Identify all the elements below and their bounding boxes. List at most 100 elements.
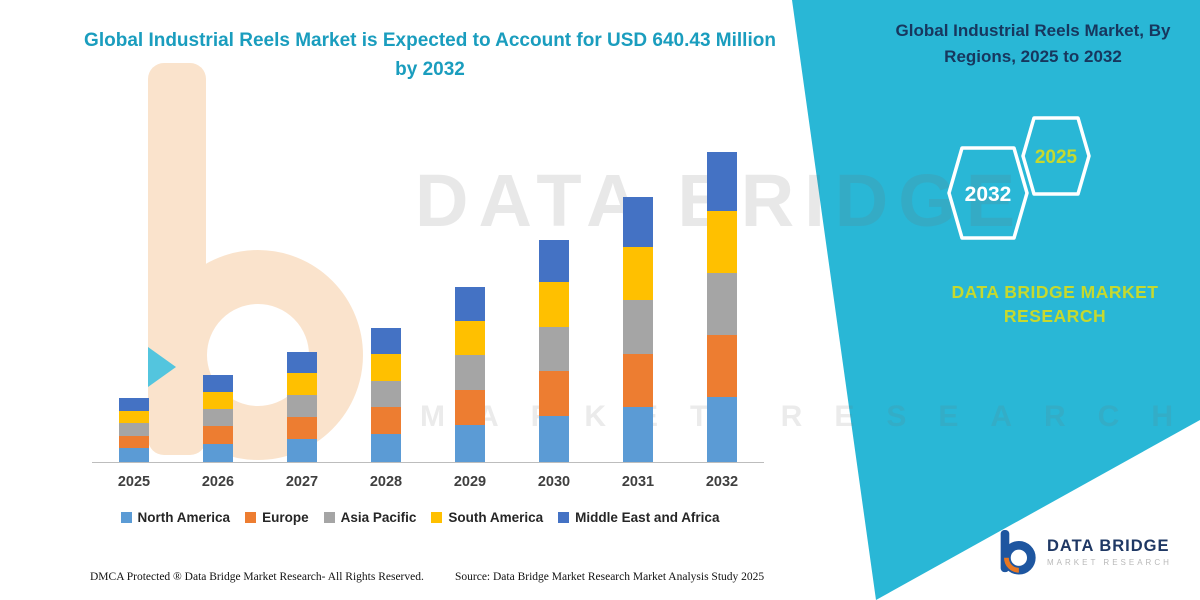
year-label-2027: 2027 (285, 474, 319, 490)
bar-stack-2030 (539, 239, 569, 462)
x-axis-labels: 2025 2026 2027 2028 2029 2030 2031 2032 (92, 474, 764, 490)
bar-column-2027 (260, 150, 344, 462)
bar-segment-north-america (287, 438, 317, 462)
bar-column-2025 (92, 150, 176, 462)
bar-segment-asia-pacific (623, 300, 653, 354)
bar-segment-north-america (539, 415, 569, 462)
bar-segment-north-america (203, 443, 233, 462)
bar-stack-2026 (203, 375, 233, 462)
legend-label: North America (137, 510, 231, 525)
bar-segment-asia-pacific (455, 355, 485, 391)
legend-label: Europe (262, 510, 309, 525)
bar-column-2032 (680, 150, 764, 462)
bar-column-2028 (344, 150, 428, 462)
bar-segment-middle-east-and-africa (287, 352, 317, 374)
bar-segment-asia-pacific (119, 423, 149, 436)
brand-line-2: RESEARCH (1003, 305, 1107, 326)
bar-column-2026 (176, 150, 260, 462)
bar-segment-middle-east-and-africa (371, 328, 401, 355)
legend-swatch-icon (120, 512, 132, 523)
bar-segment-north-america (707, 397, 737, 462)
bar-stack-2028 (371, 328, 401, 462)
logo-name: DATA BRIDGE (1047, 537, 1170, 555)
year-label-2031: 2031 (621, 474, 655, 490)
bar-stack-2029 (455, 286, 485, 462)
bar-segment-europe (119, 435, 149, 449)
legend-swatch-icon (245, 512, 257, 523)
bar-segment-south-america (371, 354, 401, 381)
bar-segment-europe (539, 371, 569, 416)
bar-segment-middle-east-and-africa (455, 286, 485, 321)
bar-segment-south-america (287, 373, 317, 396)
bar-segment-south-america (623, 247, 653, 301)
bar-segment-asia-pacific (371, 380, 401, 408)
logo-text: DATA BRIDGE MARKET RESEARCH (1047, 537, 1172, 567)
bar-segment-europe (371, 407, 401, 434)
hexagon-2025-label: 2025 (1035, 147, 1078, 168)
bar-segment-north-america (455, 425, 485, 462)
legend-item-middle-east-and-africa: Middle East and Africa (558, 510, 719, 525)
bar-segment-asia-pacific (539, 326, 569, 371)
brand-line-1: DATA BRIDGE MARKET (951, 282, 1159, 302)
bar-stack-2031 (623, 196, 653, 462)
bar-column-2031 (596, 150, 680, 462)
bar-segment-europe (623, 353, 653, 407)
bar-segment-south-america (203, 391, 233, 409)
year-label-2032: 2032 (705, 474, 739, 490)
data-bridge-logo-icon (1000, 529, 1036, 575)
year-label-2028: 2028 (369, 474, 403, 490)
bar-segment-middle-east-and-africa (623, 196, 653, 248)
chart-legend: North America Europe Asia Pacific South Ame… (60, 510, 780, 525)
bar-stack-2025 (119, 398, 149, 462)
bar-segment-europe (707, 334, 737, 398)
bar-chart-plot-area (92, 150, 764, 463)
bar-segment-middle-east-and-africa (203, 375, 233, 392)
bar-stack-2032 (707, 151, 737, 462)
legend-swatch-icon (323, 512, 335, 523)
year-label-2026: 2026 (201, 474, 235, 490)
legend-swatch-icon (558, 512, 570, 523)
bar-segment-north-america (623, 406, 653, 462)
bar-segment-south-america (455, 320, 485, 356)
year-label-2025: 2025 (117, 474, 151, 490)
bar-segment-europe (287, 417, 317, 439)
bar-segment-asia-pacific (707, 272, 737, 335)
bar-segment-south-america (539, 282, 569, 327)
bar-segment-south-america (707, 210, 737, 273)
logo-subtitle: MARKET RESEARCH (1047, 558, 1172, 567)
bar-segment-europe (455, 390, 485, 426)
bar-segment-middle-east-and-africa (539, 239, 569, 282)
legend-label: South America (448, 510, 544, 525)
legend-label: Asia Pacific (340, 510, 417, 525)
source-notice: Source: Data Bridge Market Research Mark… (455, 571, 765, 583)
brand-text: DATA BRIDGE MARKET RESEARCH (930, 281, 1180, 328)
year-label-2029: 2029 (453, 474, 487, 490)
panel-heading: Global Industrial Reels Market, By Regio… (895, 21, 1171, 66)
data-bridge-logo: DATA BRIDGE MARKET RESEARCH (993, 527, 1172, 577)
legend-swatch-icon (431, 512, 443, 523)
bar-segment-europe (203, 426, 233, 444)
legend-item-europe: Europe (245, 510, 309, 525)
hexagon-2032-label: 2032 (965, 183, 1012, 206)
legend-item-asia-pacific: Asia Pacific (323, 510, 417, 525)
legend-item-south-america: South America (431, 510, 543, 525)
bar-segment-asia-pacific (203, 408, 233, 427)
hexagon-2025 (1021, 116, 1091, 196)
bar-segment-north-america (119, 448, 149, 462)
bar-segment-south-america (119, 410, 149, 424)
bar-segment-north-america (371, 433, 401, 462)
year-label-2030: 2030 (537, 474, 571, 490)
legend-label: Middle East and Africa (575, 510, 720, 525)
bar-segment-asia-pacific (287, 395, 317, 418)
bar-column-2029 (428, 150, 512, 462)
bar-segment-middle-east-and-africa (707, 151, 737, 211)
dmca-notice: DMCA Protected ® Data Bridge Market Rese… (90, 571, 424, 583)
legend-item-north-america: North America (120, 510, 231, 525)
bar-column-2030 (512, 150, 596, 462)
chart-title: Global Industrial Reels Market is Expect… (84, 30, 776, 81)
bar-stack-2027 (287, 352, 317, 462)
year-hexagons: 2032 2025 (947, 116, 1091, 240)
hexagon-2032 (947, 146, 1029, 240)
bar-segment-middle-east-and-africa (119, 398, 149, 411)
